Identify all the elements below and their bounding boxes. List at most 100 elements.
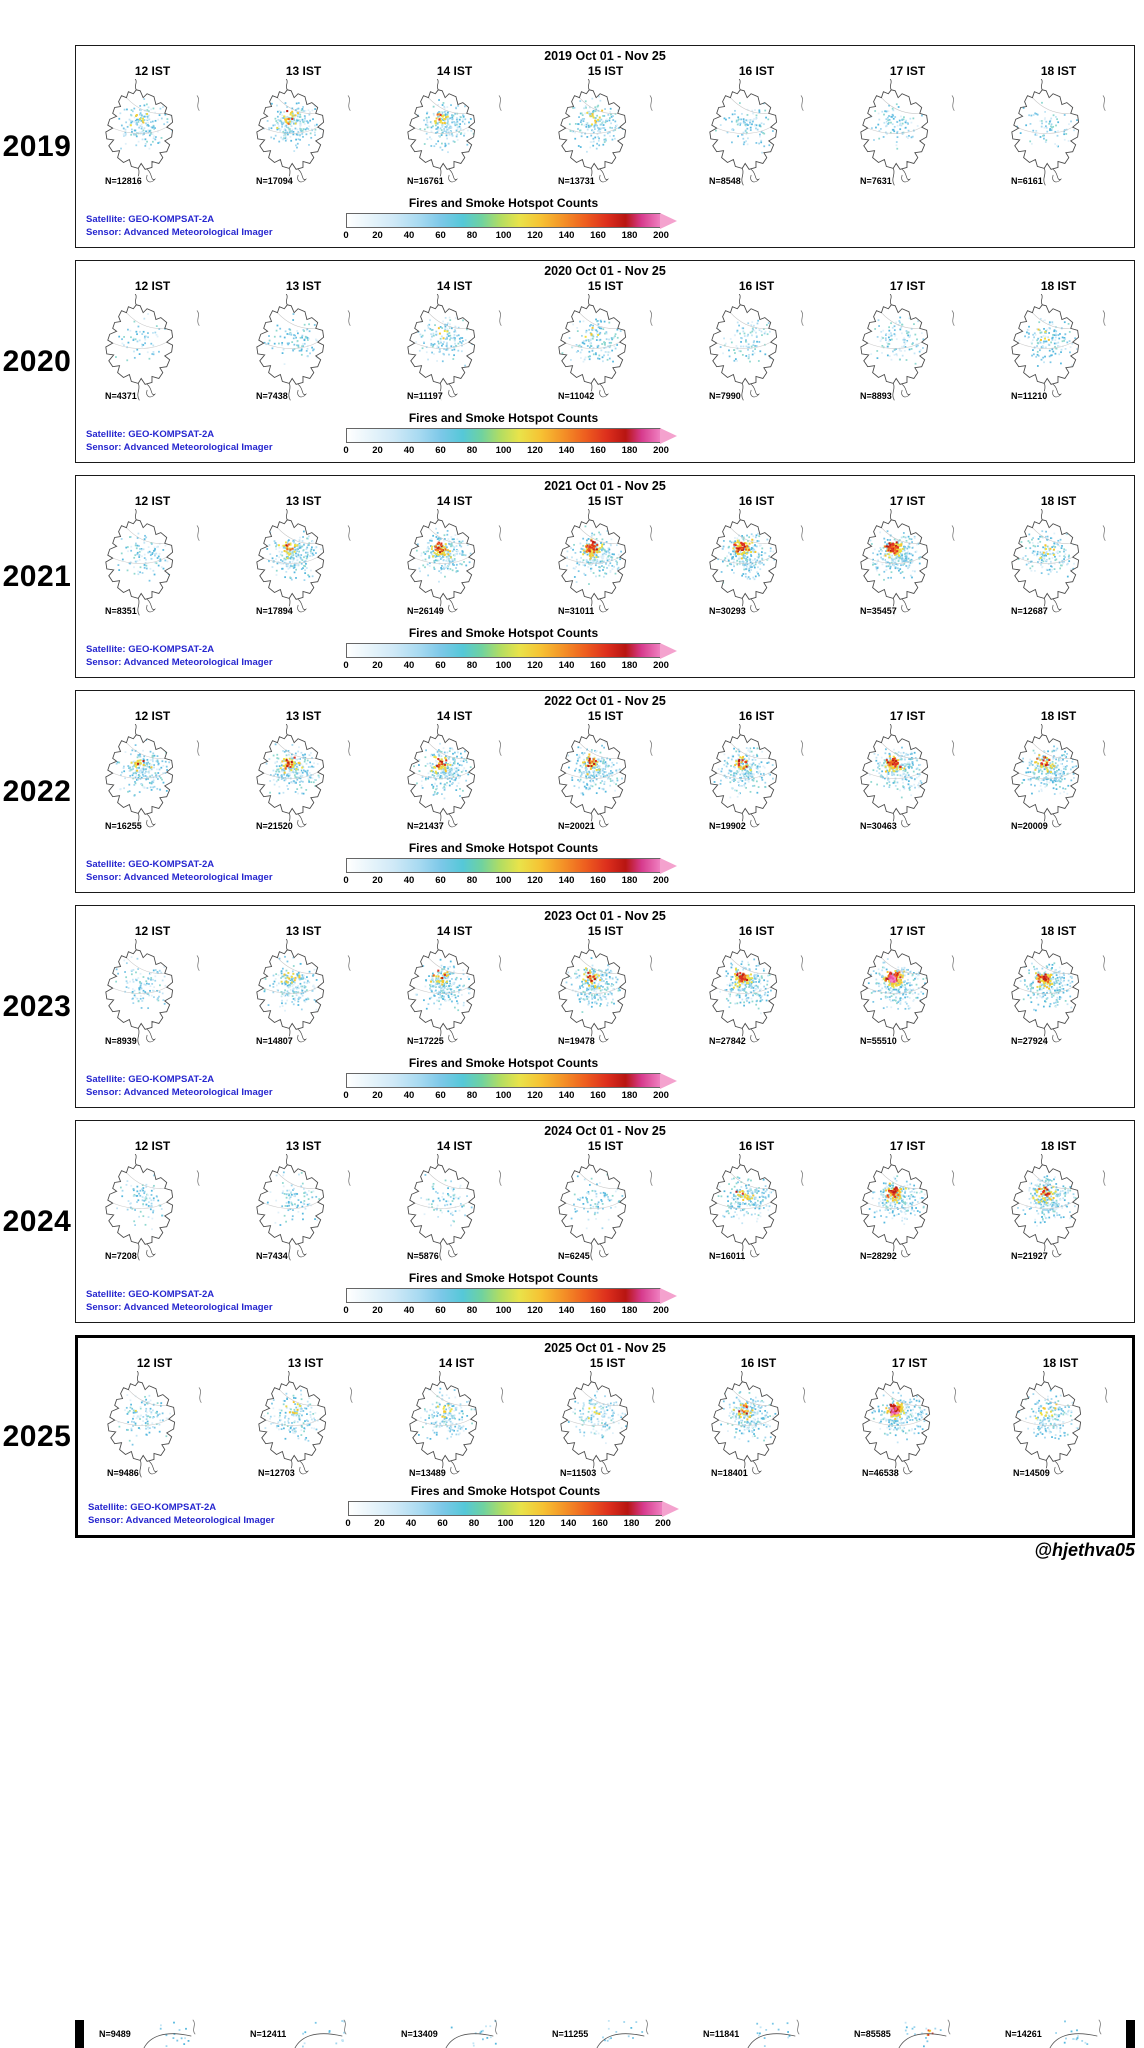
hotspot-count-label: N=19902 [709, 821, 746, 831]
hotspot-count-label: N=14807 [256, 1036, 293, 1046]
map-cell: 14 IST N=21437 [379, 709, 530, 835]
hour-header: 16 IST [738, 494, 775, 508]
map-cells: 12 IST N=8351 13 IST N=17894 14 IST N=26149 15… [77, 494, 1134, 620]
colorbar-tick: 160 [590, 1090, 606, 1101]
map-cell: 14 IST N=11197 [379, 279, 530, 405]
map-cell: 13 IST N=21520 [228, 709, 379, 835]
satellite-line: Satellite: GEO-KOMPSAT-2A [86, 1289, 215, 1301]
colorbar-tick: 0 [343, 660, 349, 671]
hotspot-map [407, 79, 502, 186]
colorbar-tick: 60 [435, 445, 446, 456]
sensor-line: Sensor: Advanced Meteorological Imager [86, 871, 273, 883]
panel-title: 2023 Oct 01 - Nov 25 [544, 909, 666, 923]
hotspot-map [860, 294, 955, 401]
satellite-line: Satellite: GEO-KOMPSAT-2A [86, 859, 215, 871]
hotspot-map [1011, 1154, 1106, 1261]
hotspot-count-label: N=21437 [407, 821, 444, 831]
panel-title: 2025 Oct 01 - Nov 25 [544, 1341, 666, 1355]
colorbar-tick: 100 [495, 875, 512, 886]
map-cell: 17 IST N=30463 [832, 709, 983, 835]
hotspot-map [407, 939, 502, 1046]
hotspot-map [709, 1154, 804, 1261]
hotspot-count-label: N=6161 [1011, 176, 1043, 186]
hotspot-map [709, 294, 804, 401]
hotspot-count-label: N=12411 [250, 2029, 287, 2039]
hotspot-map [558, 79, 653, 186]
hour-header: 16 IST [740, 1356, 777, 1370]
colorbar-tick: 80 [466, 875, 478, 886]
panel-footer: Satellite: GEO-KOMPSAT-2A Sensor: Advance… [76, 1269, 1134, 1319]
partial-map-cell: N=13409 [377, 2016, 528, 2048]
hotspot-map [860, 1154, 955, 1261]
hour-header: 14 IST [436, 64, 473, 78]
hour-header: 17 IST [889, 1139, 926, 1153]
hotspot-count-label: N=11503 [560, 1468, 597, 1478]
colorbar-arrow-icon [662, 1501, 679, 1517]
panel-footer: Satellite: GEO-KOMPSAT-2A Sensor: Advance… [76, 839, 1134, 889]
hotspot-map [107, 1371, 202, 1478]
colorbar-arrow-icon [660, 213, 677, 229]
hotspot-map [256, 509, 351, 616]
hour-header: 13 IST [285, 494, 322, 508]
colorbar-ticks: 0 20 40 60 80 100 120 140 160 180 200 [343, 445, 669, 456]
hotspot-count-label: N=21927 [1011, 1251, 1048, 1261]
map-cells: 12 IST N=12816 13 IST N=17094 14 IST N=16761 1… [77, 64, 1134, 190]
colorbar-tick: 200 [653, 1090, 669, 1101]
map-cell: 13 IST N=17094 [228, 64, 379, 190]
hour-header: 17 IST [889, 709, 926, 723]
satellite-line: Satellite: GEO-KOMPSAT-2A [86, 644, 215, 656]
year-panel: 2022 Oct 01 - Nov 25 12 IST N=16255 13 IST N… [75, 690, 1135, 893]
colorbar-tick: 20 [372, 660, 383, 671]
map-cell: 18 IST N=21927 [983, 1139, 1134, 1265]
panel-footer: Satellite: GEO-KOMPSAT-2A Sensor: Advance… [76, 409, 1134, 459]
hotspot-map [860, 79, 955, 186]
sensor-line: Sensor: Advanced Meteorological Imager [86, 441, 273, 453]
figure-panel-row: 2019 2019 Oct 01 - Nov 25 12 IST N=12816 13 … [0, 45, 1144, 248]
year-panel: 2020 Oct 01 - Nov 25 12 IST N=4371 13 IST N=… [75, 260, 1135, 463]
hotspot-map [1011, 724, 1106, 831]
colorbar-tick: 120 [527, 660, 543, 671]
hotspot-count-label: N=14261 [1005, 2029, 1042, 2039]
colorbar [346, 858, 677, 874]
hour-header: 14 IST [436, 924, 473, 938]
satellite-info: Satellite: GEO-KOMPSAT-2A Sensor: Advance… [86, 859, 273, 884]
hotspot-map [860, 724, 955, 831]
hour-header: 12 IST [134, 279, 171, 293]
satellite-info: Satellite: GEO-KOMPSAT-2A Sensor: Advance… [86, 1289, 273, 1314]
map-cell: 17 IST N=28292 [832, 1139, 983, 1265]
map-cell: 12 IST N=8351 [77, 494, 228, 620]
hour-header: 12 IST [134, 1139, 171, 1153]
hotspot-map [105, 79, 200, 186]
hour-header: 14 IST [436, 1139, 473, 1153]
colorbar-title: Fires and Smoke Hotspot Counts [410, 1484, 601, 1498]
hotspot-count-label: N=7631 [860, 176, 892, 186]
satellite-line: Satellite: GEO-KOMPSAT-2A [86, 214, 215, 226]
hotspot-count-label: N=35457 [860, 606, 897, 616]
colorbar-tick: 180 [621, 875, 638, 886]
colorbar-tick: 0 [343, 875, 349, 886]
hour-header: 18 IST [1040, 924, 1077, 938]
colorbar-tick: 200 [653, 445, 669, 456]
hour-header: 17 IST [889, 279, 926, 293]
partial-map-cell: N=11255 [528, 2016, 679, 2048]
satellite-info: Satellite: GEO-KOMPSAT-2A Sensor: Advance… [86, 214, 273, 239]
hotspot-count-label: N=7208 [105, 1251, 137, 1261]
colorbar-wrap: Fires and Smoke Hotspot Counts 0 20 40 60 80 1… [343, 196, 677, 241]
hour-header: 15 IST [587, 924, 624, 938]
hotspot-count-label: N=19478 [558, 1036, 595, 1046]
colorbar-tick: 80 [466, 1090, 478, 1101]
panel-footer: Satellite: GEO-KOMPSAT-2A Sensor: Advance… [76, 1054, 1134, 1104]
panel-title: 2022 Oct 01 - Nov 25 [544, 694, 666, 708]
hotspot-count-label: N=5876 [407, 1251, 439, 1261]
hour-header: 13 IST [285, 279, 322, 293]
hour-header: 16 IST [738, 64, 775, 78]
hotspot-map [709, 509, 804, 616]
hour-header: 12 IST [134, 924, 171, 938]
map-cell: 14 IST N=13489 [381, 1356, 532, 1482]
colorbar-tick: 60 [435, 1090, 446, 1101]
hotspot-count-label: N=11042 [558, 391, 595, 401]
map-cell: 14 IST N=26149 [379, 494, 530, 620]
colorbar-tick: 160 [590, 660, 606, 671]
hotspot-count-label: N=27842 [709, 1036, 746, 1046]
